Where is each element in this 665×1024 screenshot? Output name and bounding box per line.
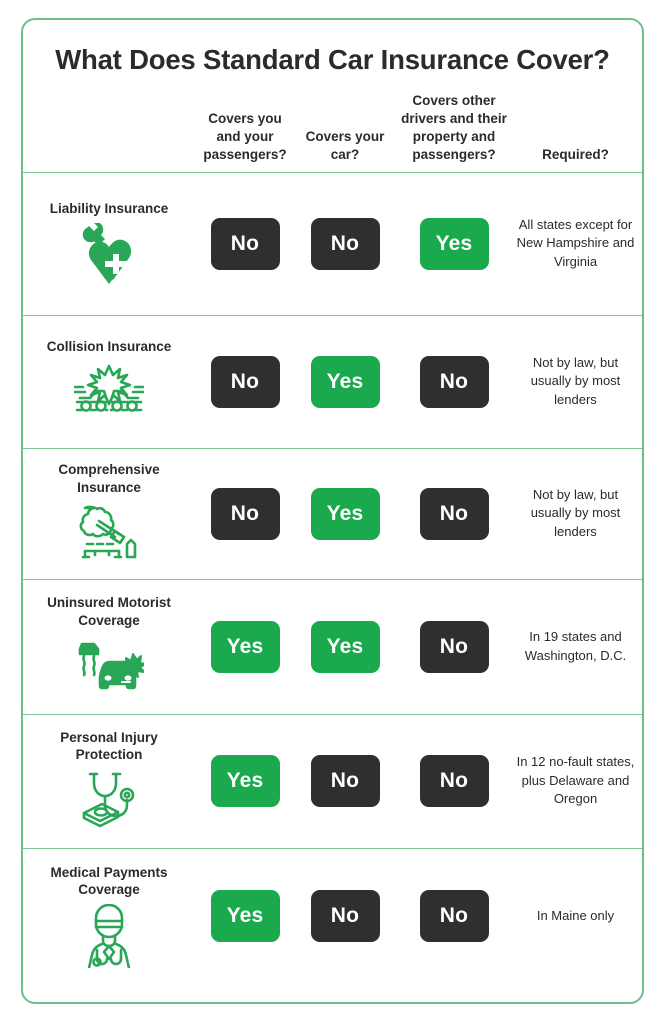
cell-covers-you: No [195,487,295,540]
cell-covers-others: No [395,755,513,808]
header-cell-covers-car: Covers your car? [305,128,385,162]
cell-covers-you: No [195,355,295,408]
status-badge: Yes [310,355,380,408]
table-row: Comprehensive Insurance [23,447,642,579]
cell-covers-car: No [295,755,395,808]
coverage-name: Personal Injury Protection [60,729,158,763]
status-badge: No [419,620,489,673]
table-row: Medical Payments Coverage [23,847,642,984]
cell-covers-you: No [195,217,295,270]
cell-required: All states except for New Hampshire and … [516,216,635,269]
coverage-name: Medical Payments Coverage [50,864,168,898]
table-header-row: Covers you and your passengers? Covers y… [23,76,642,172]
cell-required: Not by law, but usually by most lenders [530,354,621,407]
status-badge: Yes [310,620,380,673]
row-coverage-label-cell: Uninsured Motorist Coverage [23,594,195,699]
cell-covers-others: Yes [395,217,513,270]
cell-covers-others: No [395,890,513,943]
coverage-name: Collision Insurance [46,338,172,354]
cell-required: Not by law, but usually by most lenders [530,486,621,539]
cell-required: In 19 states and Washington, D.C. [524,629,627,663]
cell-covers-others: No [395,355,513,408]
coverage-name: Uninsured Motorist Coverage [47,595,171,628]
cell-covers-you: Yes [195,755,295,808]
header-cell-required: Required? [542,146,609,162]
status-badge: No [210,355,280,408]
coverage-name: Comprehensive Insurance [58,462,160,495]
status-badge: No [310,217,380,270]
table-row: Liability Insurance No No Yes [23,171,642,315]
cell-covers-others: No [395,620,513,673]
cell-covers-car: Yes [295,487,395,540]
status-badge: No [419,355,489,408]
status-badge: No [310,890,380,943]
table-row: Personal Injury Protection Yes [23,713,642,848]
stethoscope-money-icon [73,768,145,834]
status-badge: Yes [210,620,280,673]
header-cell-covers-others: Covers other drivers and their property … [401,92,507,162]
status-badge: No [310,755,380,808]
cell-covers-others: No [395,487,513,540]
status-badge: Yes [210,890,280,943]
cell-required: In Maine only [536,907,615,923]
status-badge: No [419,755,489,808]
doctor-icon [73,903,145,969]
status-badge: No [419,487,489,540]
table-row: Collision Insurance [23,314,642,448]
cell-covers-car: No [295,890,395,943]
status-badge: No [210,217,280,270]
row-coverage-label-cell: Liability Insurance [23,200,195,288]
cell-covers-car: Yes [295,620,395,673]
cell-required: In 12 no-fault states, plus Delaware and… [516,754,635,807]
row-coverage-label-cell: Personal Injury Protection [23,729,195,834]
coverage-table-card: What Does Standard Car Insurance Cover? … [21,18,644,1004]
status-badge: No [210,487,280,540]
cell-covers-you: Yes [195,620,295,673]
cell-covers-you: Yes [195,890,295,943]
cell-covers-car: Yes [295,355,395,408]
wrench-heart-icon [73,221,145,287]
car-crash-icon [73,359,145,425]
status-badge: No [419,890,489,943]
header-cell-covers-you: Covers you and your passengers? [203,110,287,162]
status-badge: Yes [419,217,489,270]
coverage-name: Liability Insurance [49,200,169,216]
row-coverage-label-cell: Comprehensive Insurance [23,461,195,566]
tree-falling-on-car-icon [73,500,145,566]
status-badge: Yes [210,755,280,808]
table-row: Uninsured Motorist Coverage Yes [23,578,642,714]
row-coverage-label-cell: Collision Insurance [23,338,195,426]
page-title: What Does Standard Car Insurance Cover? [55,44,610,75]
row-coverage-label-cell: Medical Payments Coverage [23,864,195,969]
hit-and-run-car-icon [73,633,145,699]
cell-covers-car: No [295,217,395,270]
status-badge: Yes [310,487,380,540]
